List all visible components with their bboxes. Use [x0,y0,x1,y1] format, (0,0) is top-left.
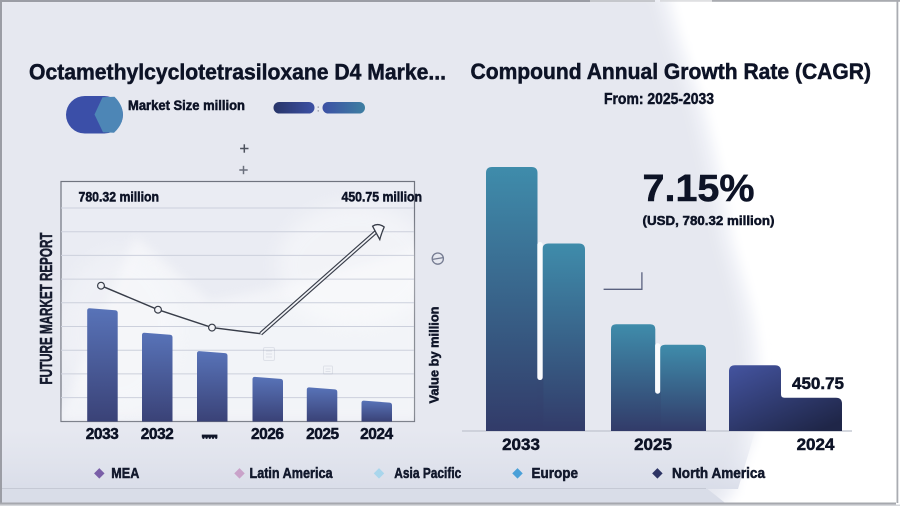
svg-text:2025: 2025 [306,426,339,443]
svg-text:Value by million: Value by million [426,306,441,403]
svg-text:From: 2025-2033: From: 2025-2033 [604,91,714,108]
svg-text:2024: 2024 [797,435,835,454]
svg-text:450.75 million: 450.75 million [342,190,423,205]
svg-text:2033: 2033 [502,435,540,454]
svg-text:450.75: 450.75 [792,374,844,393]
svg-text:7.15%: 7.15% [643,168,755,210]
svg-text:2025: 2025 [634,435,672,454]
svg-text:North America: North America [672,465,766,482]
svg-text:2024: 2024 [360,426,393,443]
svg-text:Market Size million: Market Size million [128,98,245,113]
svg-text:MEA: MEA [111,465,139,482]
svg-text:Europe: Europe [532,465,579,482]
svg-text:2026: 2026 [251,426,284,443]
svg-text::: : [317,104,320,114]
svg-text:Compound Annual Growth Rate (C: Compound Annual Growth Rate (CAGR) [471,59,872,84]
svg-text:2033: 2033 [86,426,119,443]
svg-text:Asia Pacific: Asia Pacific [394,465,461,482]
svg-text:Octamethylcyclotetrasiloxane D: Octamethylcyclotetrasiloxane D4 Marke... [29,59,446,84]
svg-text:FUTURE MARKET REPORT: FUTURE MARKET REPORT [36,232,56,384]
svg-text:2032: 2032 [141,426,173,443]
svg-text:(USD, 780.32 million): (USD, 780.32 million) [643,213,775,228]
svg-text:780.32 million: 780.32 million [79,190,160,205]
svg-text:Latin America: Latin America [250,465,334,482]
